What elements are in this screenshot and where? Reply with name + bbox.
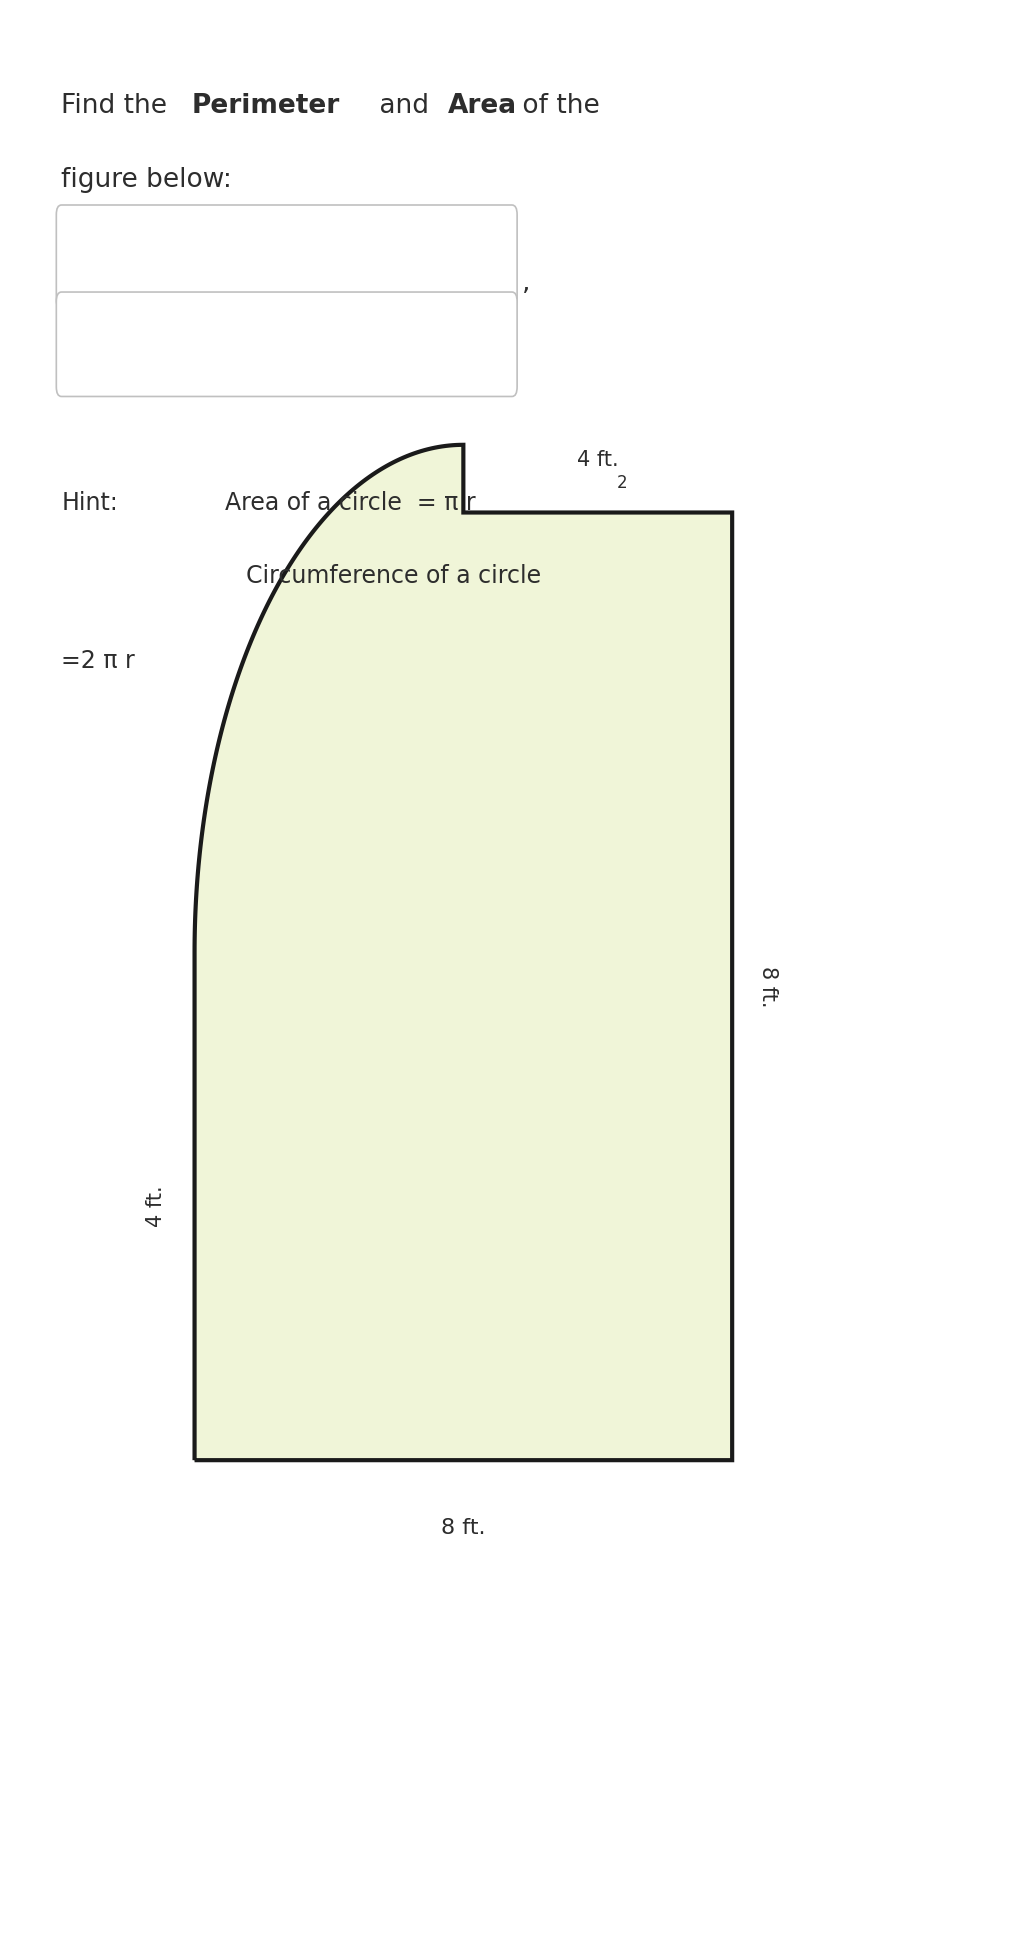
Text: Hint:: Hint:	[61, 491, 118, 514]
Text: of the: of the	[514, 93, 600, 120]
Text: and: and	[371, 93, 437, 120]
Text: Area: Area	[447, 93, 517, 120]
Polygon shape	[195, 445, 732, 1460]
Text: Perimeter: Perimeter	[191, 93, 340, 120]
Text: Find the: Find the	[61, 93, 176, 120]
Text: figure below:: figure below:	[61, 166, 232, 193]
Text: ,: ,	[522, 271, 530, 296]
Text: 4 ft.: 4 ft.	[577, 451, 618, 470]
Text: Circumference of a circle: Circumference of a circle	[246, 565, 541, 588]
Text: Area of a circle  = π r: Area of a circle = π r	[225, 491, 476, 514]
Text: 2: 2	[616, 474, 627, 493]
Text: 8 ft.: 8 ft.	[758, 965, 778, 1008]
Text: 8 ft.: 8 ft.	[441, 1518, 485, 1538]
Text: =2 π r: =2 π r	[61, 650, 135, 673]
Text: 4 ft.: 4 ft.	[145, 1186, 166, 1228]
